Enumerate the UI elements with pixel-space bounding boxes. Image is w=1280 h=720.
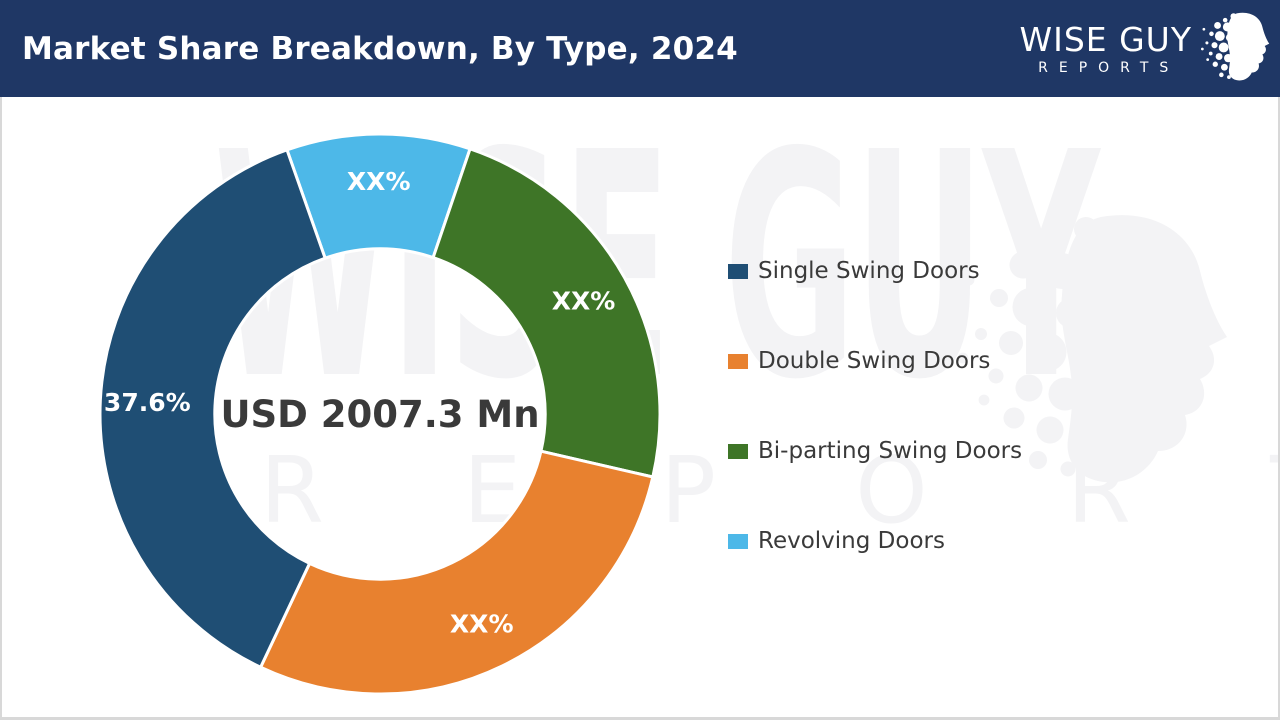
donut-segment-single-swing-doors — [98, 148, 327, 669]
legend-label: Double Swing Doors — [758, 348, 991, 374]
segment-label-bi-parting-swing-doors: XX% — [552, 286, 616, 315]
legend-label: Single Swing Doors — [758, 258, 980, 284]
segment-label-revolving-doors: XX% — [347, 167, 411, 196]
donut-segment-double-swing-doors — [259, 449, 655, 696]
legend-swatch-icon — [728, 353, 748, 369]
legend-item-revolving-doors: Revolving Doors — [728, 526, 1022, 556]
legend-item-double-swing-doors: Double Swing Doors — [728, 346, 1022, 376]
legend-item-bi-parting-swing-doors: Bi-parting Swing Doors — [728, 436, 1022, 466]
legend: Single Swing Doors Double Swing Doors Bi-p… — [728, 256, 1022, 556]
donut-center-value: USD 2007.3 Mn — [220, 393, 539, 436]
legend-label: Revolving Doors — [758, 528, 945, 554]
donut-segment-bi-parting-swing-doors — [431, 147, 662, 479]
legend-item-single-swing-doors: Single Swing Doors — [728, 256, 1022, 286]
wise-guy-face-icon — [1194, 11, 1270, 87]
chart-canvas: WISE GUY R E P O R T S XX%XX%XX%37.6%USD… — [0, 97, 1280, 720]
brand-logo: WISE GUY REPORTS — [1019, 11, 1270, 87]
legend-label: Bi-parting Swing Doors — [758, 438, 1023, 464]
legend-swatch-icon — [728, 263, 748, 279]
segment-label-single-swing-doors: 37.6% — [104, 388, 191, 417]
page-title: Market Share Breakdown, By Type, 2024 — [22, 30, 738, 67]
brand-name: WISE GUY — [1019, 19, 1192, 59]
legend-swatch-icon — [728, 443, 748, 459]
donut-chart: XX% XX% XX% 37.6% USD 2007.3 Mn — [98, 132, 662, 696]
brand-subtitle: REPORTS — [1038, 59, 1180, 76]
brand-logo-text: WISE GUY REPORTS — [1019, 23, 1192, 75]
segment-label-double-swing-doors: XX% — [450, 609, 514, 638]
header-bar: Market Share Breakdown, By Type, 2024 WI… — [0, 0, 1280, 97]
legend-swatch-icon — [728, 533, 748, 549]
